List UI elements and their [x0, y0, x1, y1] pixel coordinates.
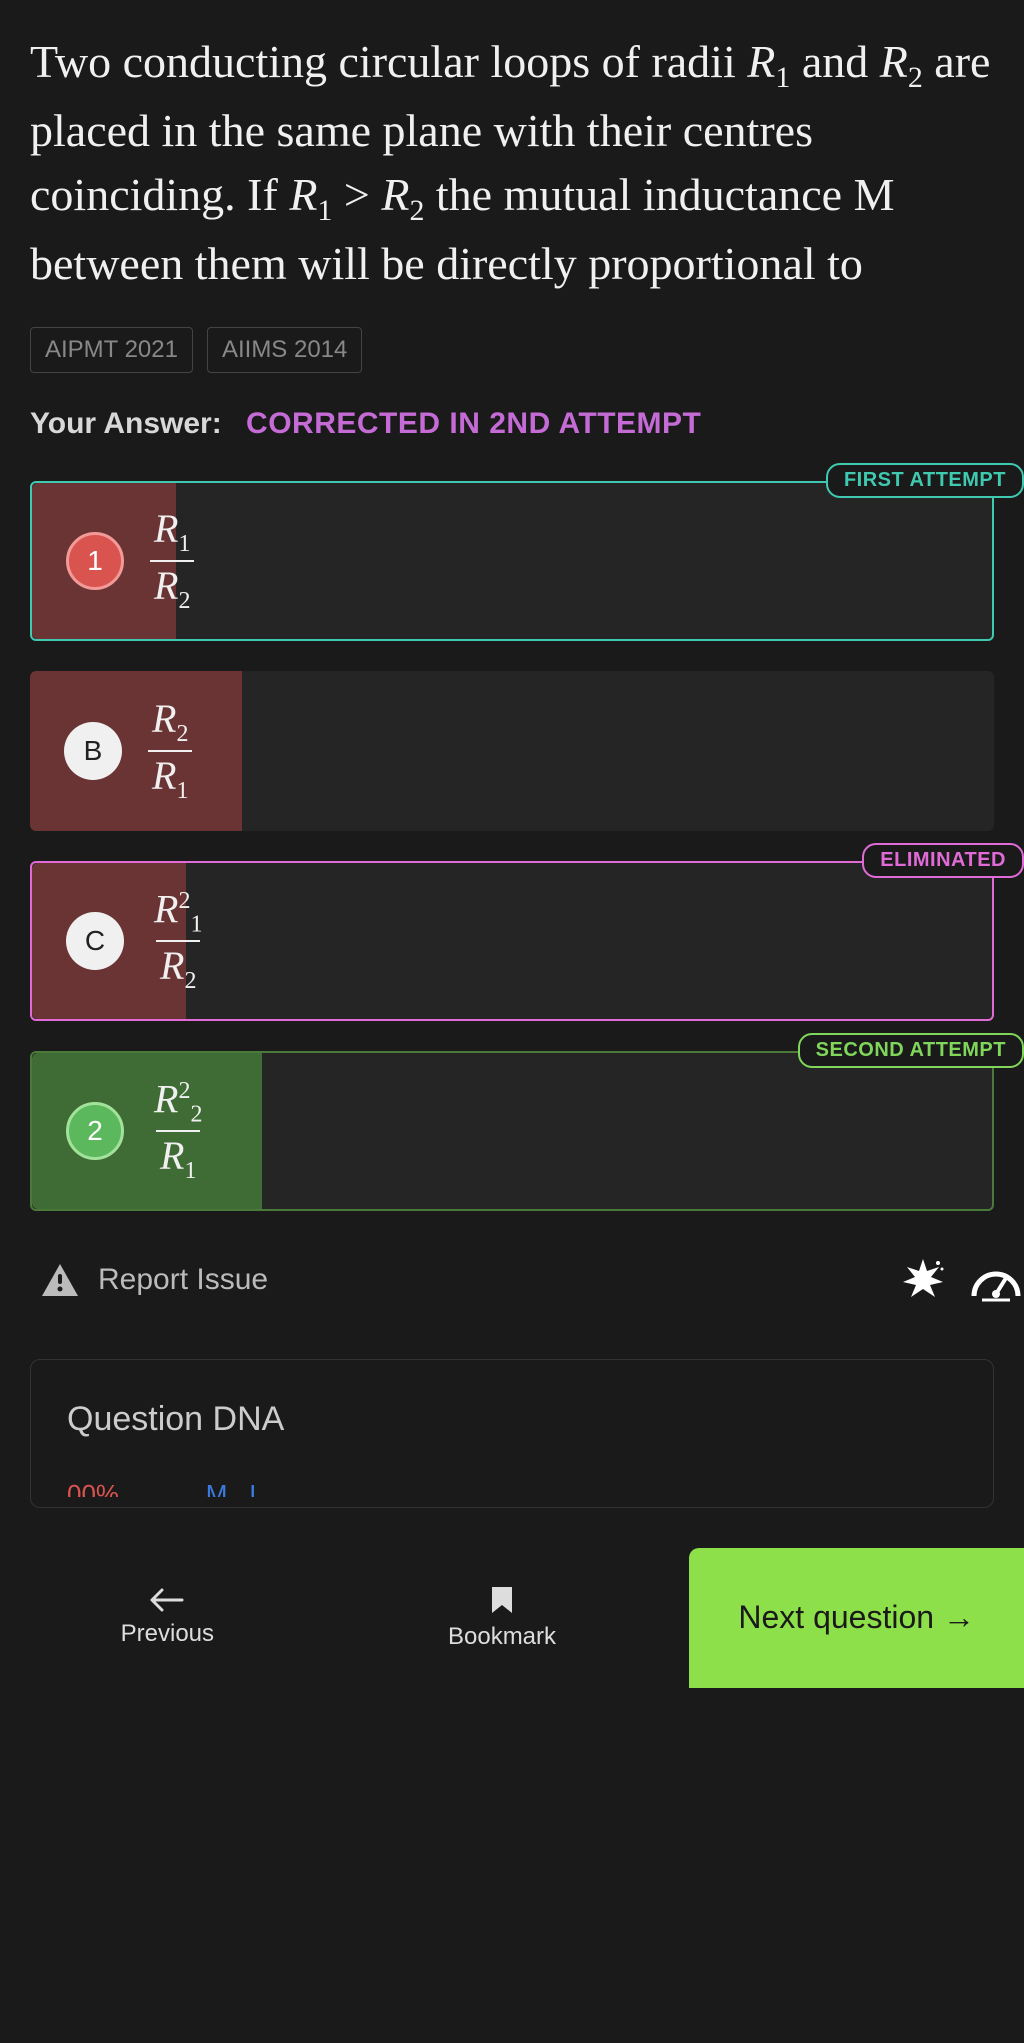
- math-variable: R2: [880, 36, 923, 87]
- option-badge: 1: [66, 532, 124, 590]
- option-content: C R21R2: [32, 889, 206, 993]
- dna-title: Question DNA: [67, 1400, 957, 1439]
- math-variable: R1: [289, 169, 332, 220]
- options-list: FIRST ATTEMPT1R1R2BR2R1ELIMINATEDCR21R2S…: [30, 481, 994, 1211]
- option-wrap: B R2R1: [30, 671, 994, 831]
- option-wrap: SECOND ATTEMPT2R22R1: [30, 1051, 994, 1211]
- exam-tag[interactable]: AIIMS 2014: [207, 327, 362, 373]
- next-question-button[interactable]: Next question →: [689, 1548, 1024, 1688]
- attempt-badge: SECOND ATTEMPT: [798, 1033, 1024, 1068]
- attempt-badge: ELIMINATED: [862, 843, 1024, 878]
- option-card[interactable]: 1 R1R2: [30, 481, 994, 641]
- exam-tag[interactable]: AIPMT 2021: [30, 327, 193, 373]
- warning-icon: [40, 1262, 80, 1298]
- bookmark-icon: [490, 1585, 514, 1615]
- report-issue-label: Report Issue: [98, 1263, 268, 1297]
- answer-status-line: Your Answer: CORRECTED IN 2ND ATTEMPT: [30, 407, 994, 441]
- option-math: R21R2: [150, 889, 206, 993]
- option-content: 2 R22R1: [32, 1079, 206, 1183]
- dna-hint: 00% M I: [67, 1479, 957, 1497]
- attempt-badge: FIRST ATTEMPT: [826, 463, 1024, 498]
- previous-label: Previous: [121, 1620, 214, 1648]
- previous-button[interactable]: Previous: [0, 1548, 335, 1688]
- answer-status: CORRECTED IN 2ND ATTEMPT: [246, 407, 701, 440]
- exam-tags: AIPMT 2021 AIIMS 2014: [30, 327, 994, 373]
- option-wrap: ELIMINATEDCR21R2: [30, 861, 994, 1021]
- gauge-icon[interactable]: [968, 1258, 1024, 1302]
- bookmark-button[interactable]: Bookmark: [335, 1548, 670, 1688]
- option-content: 1 R1R2: [32, 509, 194, 613]
- sparkle-badge-icon[interactable]: [898, 1255, 948, 1305]
- question-dna-card: Question DNA 00% M I: [30, 1359, 994, 1508]
- option-badge: B: [64, 722, 122, 780]
- bottom-nav: Previous Bookmark Next question →: [0, 1548, 1024, 1688]
- math-variable: R1: [747, 36, 790, 87]
- bookmark-label: Bookmark: [448, 1623, 556, 1651]
- option-content: B R2R1: [30, 699, 192, 803]
- report-row: Report Issue: [30, 1211, 994, 1349]
- math-variable: R2: [381, 169, 424, 220]
- next-label: Next question →: [738, 1599, 975, 1636]
- option-math: R2R1: [148, 699, 192, 803]
- option-math: R22R1: [150, 1079, 206, 1183]
- option-math: R1R2: [150, 509, 194, 613]
- answer-label: Your Answer:: [30, 407, 222, 440]
- option-card[interactable]: C R21R2: [30, 861, 994, 1021]
- option-badge: C: [66, 912, 124, 970]
- option-wrap: FIRST ATTEMPT1R1R2: [30, 481, 994, 641]
- report-issue-button[interactable]: Report Issue: [40, 1262, 268, 1298]
- option-badge: 2: [66, 1102, 124, 1160]
- arrow-left-icon: [150, 1588, 184, 1612]
- question-text: Two conducting circular loops of radii R…: [30, 30, 994, 297]
- option-card[interactable]: B R2R1: [30, 671, 994, 831]
- option-card[interactable]: 2 R22R1: [30, 1051, 994, 1211]
